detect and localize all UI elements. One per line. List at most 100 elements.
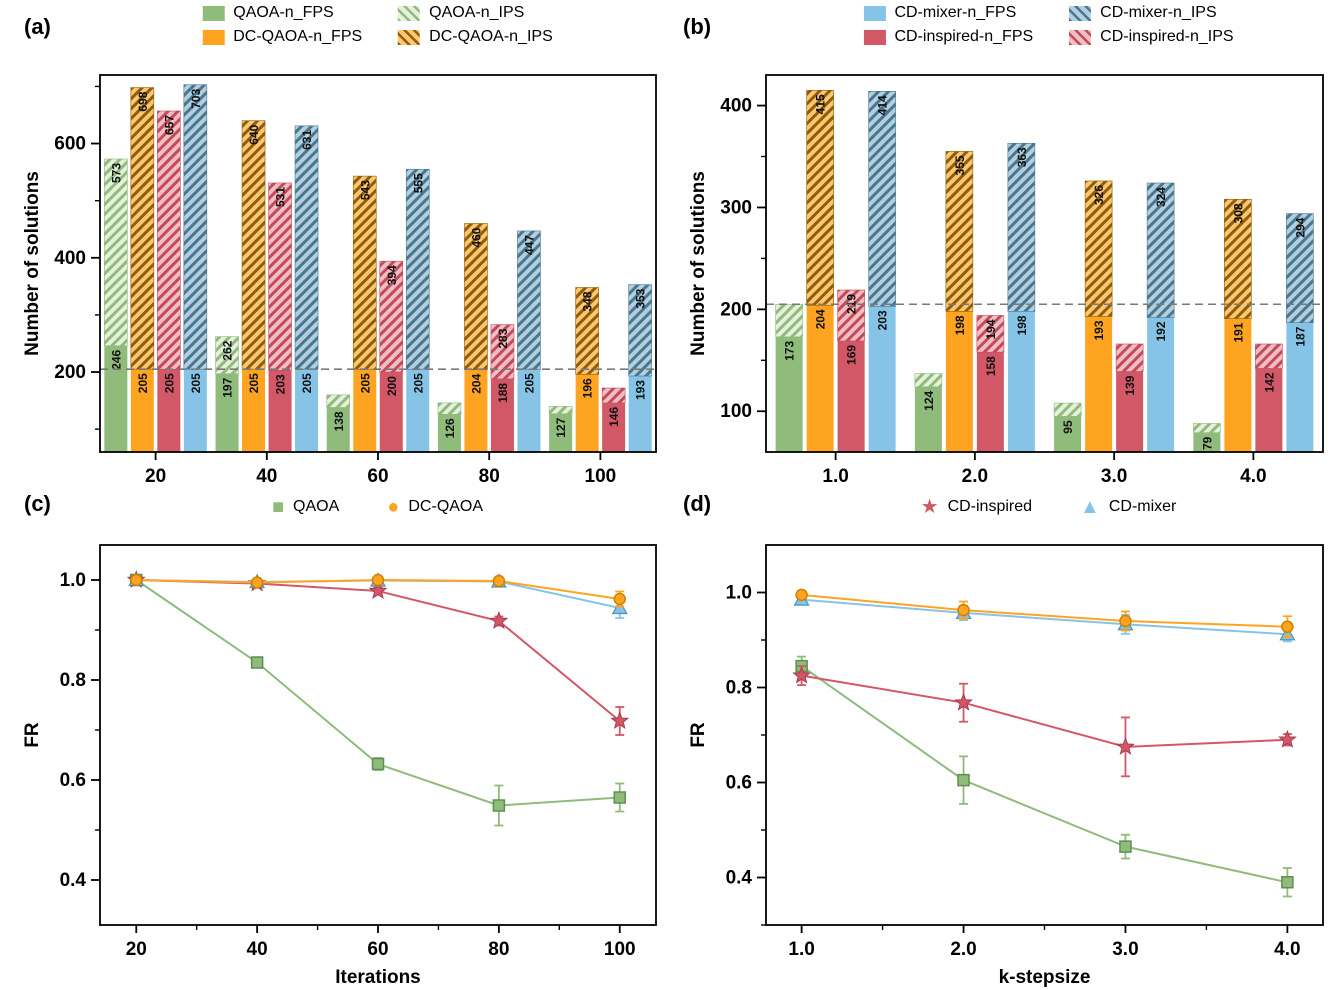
bar-fps	[326, 407, 350, 452]
bar-value-label: 169	[845, 345, 859, 365]
bar-ips	[914, 373, 943, 388]
bar-fps	[837, 340, 865, 452]
bar-value-label: 127	[554, 417, 568, 437]
y-axis: 100 200 300 400	[720, 96, 766, 422]
bar-value-label: 192	[1154, 321, 1168, 341]
bar-ips	[806, 89, 834, 306]
y-axis-title: FR	[22, 722, 43, 748]
svg-text:600: 600	[54, 134, 86, 155]
svg-text:1.0: 1.0	[60, 570, 86, 591]
legend-item-cd-inspired-n-ips: CD-inspired-n_IPS	[1069, 28, 1234, 46]
x-axis: 1.0 2.0 3.0 4.0	[788, 925, 1301, 960]
bar-value-label: 657	[162, 115, 176, 135]
legend-item-dc-qaoa-n-ips: DC-QAOA-n_IPS	[398, 28, 553, 46]
bar-fps	[1147, 317, 1175, 452]
bar-fps	[914, 386, 942, 452]
bar-value-label: 200	[385, 376, 399, 396]
bar-value-label: 246	[109, 349, 123, 369]
bar-fps	[549, 413, 573, 452]
bar-ips	[517, 230, 541, 370]
y-axis: 0.4 0.6 0.8 1.0	[60, 570, 100, 891]
bar-value-label: 447	[522, 235, 536, 255]
bar-fps	[353, 369, 377, 452]
cd-inspired-marker-swatch: ★	[920, 496, 939, 518]
panel-b-legend: CD-mixer-n_FPS CD-mixer-n_IPS CD-inspire…	[863, 4, 1234, 46]
svg-text:300: 300	[720, 197, 752, 218]
bar-value-label: 414	[876, 95, 890, 115]
svg-text:200: 200	[720, 299, 752, 320]
legend-item-dc-qaoa: ● DC-QAOA	[387, 497, 483, 517]
bar-fps	[157, 369, 181, 452]
bar-ips	[628, 284, 652, 377]
bar-value-label: 460	[469, 227, 483, 247]
legend-label: QAOA	[293, 498, 340, 515]
bar-ips	[1115, 343, 1144, 372]
bar-value-label: 188	[496, 383, 510, 403]
bars: 246 573 205 698 205 657 205 703 197 262 205 640 203 5…	[104, 84, 652, 452]
bar-value-label: 193	[634, 380, 648, 400]
panel-b-label: (b)	[683, 14, 712, 39]
cd-mixer-marker-swatch: ▲	[1080, 496, 1100, 518]
bar-fps	[976, 352, 1004, 452]
x-tick-label: 1.0	[822, 466, 848, 485]
bar-value-label: 353	[634, 288, 648, 308]
bar-fps	[1255, 368, 1283, 452]
legend-item-cd-mixer-n-ips: CD-mixer-n_IPS	[1069, 4, 1233, 22]
bar-value-label: 204	[814, 309, 828, 329]
bar-value-label: 203	[274, 374, 288, 394]
x-tick-label: 20	[126, 939, 147, 960]
legend-label: CD-inspired-n_IPS	[1100, 28, 1234, 45]
svg-text:0.4: 0.4	[726, 868, 753, 889]
legend-item-qaoa-n-ips: QAOA-n_IPS	[398, 4, 553, 22]
bar-value-label: 139	[1123, 375, 1137, 395]
bar-value-label: 193	[1092, 320, 1106, 340]
series-DC-QAOA	[130, 573, 626, 608]
bar-value-label: 205	[247, 373, 261, 393]
bar-ips	[437, 402, 462, 415]
legend-item-dc-qaoa-n-fps: DC-QAOA-n_FPS	[202, 28, 362, 46]
cd-mixer-n-fps-swatch	[863, 5, 886, 21]
bar-value-label: 573	[109, 163, 123, 183]
bar-ips	[1255, 343, 1283, 369]
panel-b: (b) CD-mixer-n_FPS CD-mixer-n_IPS CD-ins…	[671, 0, 1342, 485]
bar-fps	[1224, 318, 1252, 452]
bar-value-label: 194	[984, 319, 998, 339]
bar-fps	[104, 345, 128, 452]
bar-fps	[1085, 316, 1113, 452]
bar-value-label: 197	[221, 377, 235, 397]
line-chart-d: 1.0 2.0 3.0 4.0 k-stepsize 0.4 0.6 0.8 1.0 FR	[688, 544, 1324, 988]
plot-frame	[99, 544, 657, 926]
bar-value-label: 394	[385, 265, 399, 285]
bar-value-label: 703	[189, 88, 203, 108]
x-tick-label: 60	[367, 466, 388, 485]
bar-fps	[379, 372, 403, 452]
plot-frame	[99, 74, 657, 453]
bar-fps	[1193, 432, 1221, 452]
legend-label: DC-QAOA-n_IPS	[429, 28, 553, 45]
x-tick-label: 3.0	[1112, 939, 1138, 960]
x-tick-label: 2.0	[950, 939, 976, 960]
bar-value-label: 187	[1293, 326, 1307, 346]
bar-ips	[130, 87, 155, 370]
bar-ips	[183, 84, 208, 370]
bar-value-label: 79	[1200, 436, 1214, 450]
bar-fps	[1054, 416, 1082, 452]
bar-value-label: 205	[300, 373, 314, 393]
bar-ips	[868, 91, 896, 307]
x-tick-label: 2.0	[962, 466, 988, 485]
series-CD-inspired	[792, 665, 1297, 778]
bar-ips	[294, 125, 319, 370]
bar-value-label: 198	[953, 315, 967, 335]
legend-item-qaoa: ■ QAOA	[272, 497, 339, 517]
bar-fps	[775, 336, 803, 452]
bar-ips	[1084, 180, 1113, 317]
bar-fps	[806, 305, 834, 452]
panel-d-label: (d)	[683, 491, 712, 516]
svg-text:1.0: 1.0	[726, 583, 752, 604]
bar-ips	[379, 260, 404, 373]
legend-label: CD-mixer-n_FPS	[894, 4, 1017, 21]
plot-frame	[765, 74, 1324, 453]
cd-inspired-n-fps-swatch	[863, 29, 886, 45]
x-tick-label: 4.0	[1240, 466, 1266, 485]
